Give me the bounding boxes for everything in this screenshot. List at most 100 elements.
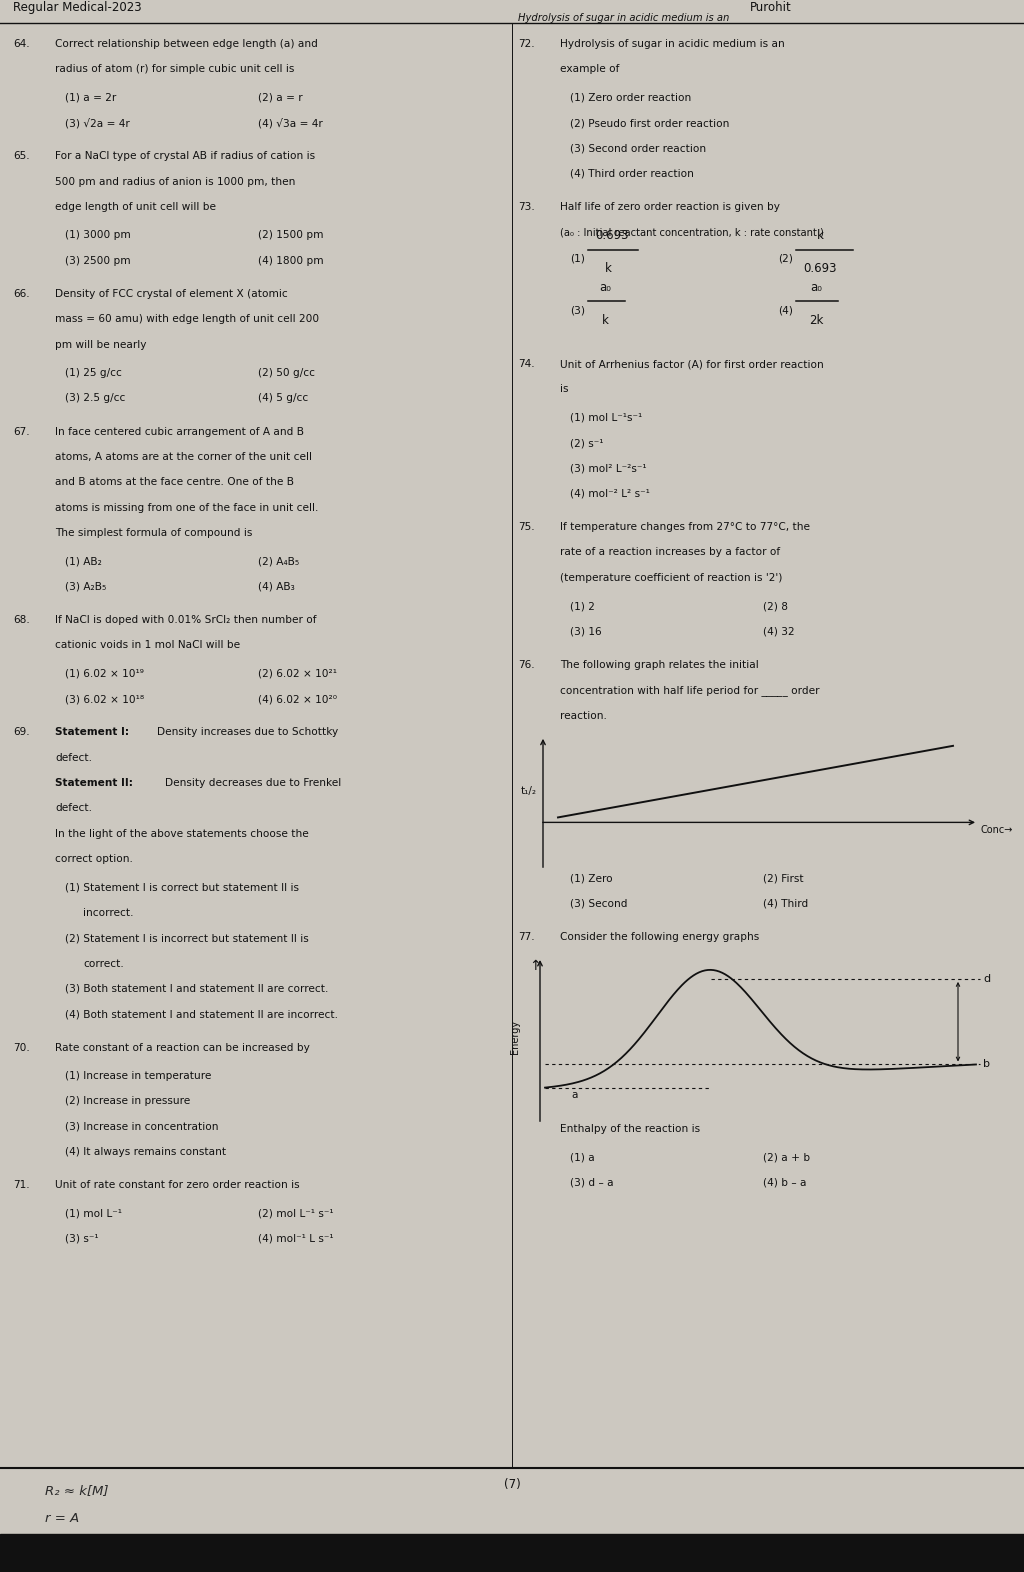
Text: (2) 8: (2) 8	[763, 601, 788, 612]
Text: rate of a reaction increases by a factor of: rate of a reaction increases by a factor…	[560, 547, 780, 558]
Text: mass = 60 amu) with edge length of unit cell 200: mass = 60 amu) with edge length of unit …	[55, 314, 319, 324]
Text: Hydrolysis of sugar in acidic medium is an: Hydrolysis of sugar in acidic medium is …	[560, 39, 784, 49]
Text: and B atoms at the face centre. One of the B: and B atoms at the face centre. One of t…	[55, 478, 294, 487]
Text: (4) It always remains constant: (4) It always remains constant	[65, 1148, 226, 1157]
Text: (2) Statement I is incorrect but statement II is: (2) Statement I is incorrect but stateme…	[65, 934, 309, 943]
Text: concentration with half life period for _____ order: concentration with half life period for …	[560, 685, 819, 696]
Text: (3) √2a = 4r: (3) √2a = 4r	[65, 118, 130, 129]
Text: In the light of the above statements choose the: In the light of the above statements cho…	[55, 828, 309, 839]
Text: (3) Second order reaction: (3) Second order reaction	[570, 143, 707, 154]
Text: (2): (2)	[778, 253, 793, 264]
Text: (1) 25 g/cc: (1) 25 g/cc	[65, 368, 122, 377]
Text: 66.: 66.	[13, 289, 30, 299]
Text: Half life of zero order reaction is given by: Half life of zero order reaction is give…	[560, 203, 780, 212]
Text: 75.: 75.	[518, 522, 535, 533]
Text: cationic voids in 1 mol NaCl will be: cationic voids in 1 mol NaCl will be	[55, 640, 240, 651]
Text: example of: example of	[560, 64, 620, 74]
Text: (2) Increase in pressure: (2) Increase in pressure	[65, 1096, 190, 1107]
Text: Statement I:: Statement I:	[55, 728, 129, 737]
Text: (2) a = r: (2) a = r	[258, 93, 303, 102]
Text: edge length of unit cell will be: edge length of unit cell will be	[55, 203, 216, 212]
Text: (1) a: (1) a	[570, 1152, 595, 1162]
Text: (1) Zero order reaction: (1) Zero order reaction	[570, 93, 691, 102]
Text: Consider the following energy graphs: Consider the following energy graphs	[560, 932, 759, 942]
Text: 68.: 68.	[13, 615, 30, 626]
Text: Unit of rate constant for zero order reaction is: Unit of rate constant for zero order rea…	[55, 1181, 300, 1190]
Text: 69.: 69.	[13, 728, 30, 737]
Text: b: b	[983, 1060, 990, 1069]
Text: (4) √3a = 4r: (4) √3a = 4r	[258, 118, 323, 129]
Text: (2) s⁻¹: (2) s⁻¹	[570, 439, 603, 448]
Text: 0.693: 0.693	[595, 230, 629, 242]
Text: (a₀ : Initial reactant concentration, k : rate constant ): (a₀ : Initial reactant concentration, k …	[560, 228, 824, 237]
Text: atoms, A atoms are at the corner of the unit cell: atoms, A atoms are at the corner of the …	[55, 453, 312, 462]
Text: incorrect.: incorrect.	[83, 909, 133, 918]
Text: 500 pm and radius of anion is 1000 pm, then: 500 pm and radius of anion is 1000 pm, t…	[55, 176, 295, 187]
Text: k: k	[816, 230, 823, 242]
Text: (3) s⁻¹: (3) s⁻¹	[65, 1234, 98, 1243]
Text: If temperature changes from 27°C to 77°C, the: If temperature changes from 27°C to 77°C…	[560, 522, 810, 533]
Text: (4) 5 g/cc: (4) 5 g/cc	[258, 393, 308, 404]
Text: Statement II:: Statement II:	[55, 778, 133, 788]
Text: (3): (3)	[570, 305, 585, 316]
Text: (3) mol² L⁻²s⁻¹: (3) mol² L⁻²s⁻¹	[570, 464, 646, 473]
Text: (1) Increase in temperature: (1) Increase in temperature	[65, 1071, 211, 1082]
Text: (1) Zero: (1) Zero	[570, 872, 612, 883]
Text: (1) mol L⁻¹: (1) mol L⁻¹	[65, 1209, 122, 1218]
Text: In face centered cubic arrangement of A and B: In face centered cubic arrangement of A …	[55, 426, 304, 437]
Text: (1) Statement I is correct but statement II is: (1) Statement I is correct but statement…	[65, 882, 299, 893]
Text: (4) b – a: (4) b – a	[763, 1177, 807, 1188]
Text: (1): (1)	[570, 253, 585, 264]
Text: R₂ ≈ k[M]: R₂ ≈ k[M]	[45, 1484, 109, 1498]
Text: 67.: 67.	[13, 426, 30, 437]
Text: k: k	[604, 263, 611, 275]
Text: Conc→: Conc→	[980, 825, 1013, 835]
Text: Unit of Arrhenius factor (A) for first order reaction: Unit of Arrhenius factor (A) for first o…	[560, 358, 823, 369]
Text: 73.: 73.	[518, 203, 535, 212]
Text: (3) 16: (3) 16	[570, 627, 602, 637]
Text: 72.: 72.	[518, 39, 535, 49]
Text: a₀: a₀	[599, 281, 611, 294]
Text: Regular Medical-2023: Regular Medical-2023	[13, 2, 141, 14]
Text: r = A: r = A	[45, 1512, 79, 1525]
Text: Density decreases due to Frenkel: Density decreases due to Frenkel	[165, 778, 341, 788]
Text: 64.: 64.	[13, 39, 30, 49]
Text: (2) 1500 pm: (2) 1500 pm	[258, 231, 324, 241]
Text: (3) A₂B₅: (3) A₂B₅	[65, 582, 106, 591]
Text: a: a	[571, 1091, 579, 1100]
Text: 77.: 77.	[518, 932, 535, 942]
Text: pm will be nearly: pm will be nearly	[55, 340, 146, 349]
Text: (4) Both statement I and statement II are incorrect.: (4) Both statement I and statement II ar…	[65, 1009, 338, 1019]
Text: (3) d – a: (3) d – a	[570, 1177, 613, 1188]
Text: 74.: 74.	[518, 358, 535, 369]
Text: (3) 2.5 g/cc: (3) 2.5 g/cc	[65, 393, 125, 404]
Text: 2k: 2k	[809, 314, 823, 327]
Text: (2) Pseudo first order reaction: (2) Pseudo first order reaction	[570, 118, 729, 127]
Text: (1) 2: (1) 2	[570, 601, 595, 612]
Text: ↑: ↑	[529, 959, 541, 973]
Text: defect.: defect.	[55, 753, 92, 762]
Text: radius of atom (r) for simple cubic unit cell is: radius of atom (r) for simple cubic unit…	[55, 64, 294, 74]
Text: (1) mol L⁻¹s⁻¹: (1) mol L⁻¹s⁻¹	[570, 413, 642, 423]
Text: d: d	[983, 975, 990, 984]
Text: (4) 1800 pm: (4) 1800 pm	[258, 256, 324, 266]
Text: Enthalpy of the reaction is: Enthalpy of the reaction is	[560, 1124, 700, 1133]
Text: (3) Second: (3) Second	[570, 899, 628, 909]
Text: (temperature coefficient of reaction is '2'): (temperature coefficient of reaction is …	[560, 572, 782, 583]
Text: 70.: 70.	[13, 1042, 30, 1053]
Text: Purohit: Purohit	[750, 2, 792, 14]
Text: correct option.: correct option.	[55, 854, 133, 865]
Text: (3) Increase in concentration: (3) Increase in concentration	[65, 1122, 218, 1132]
Text: correct.: correct.	[83, 959, 124, 968]
Text: Density increases due to Schottky: Density increases due to Schottky	[157, 728, 338, 737]
Text: (4) mol⁻² L² s⁻¹: (4) mol⁻² L² s⁻¹	[570, 489, 650, 498]
Text: (1) AB₂: (1) AB₂	[65, 556, 101, 566]
Text: If NaCl is doped with 0.01% SrCl₂ then number of: If NaCl is doped with 0.01% SrCl₂ then n…	[55, 615, 316, 626]
Text: a₀: a₀	[810, 281, 822, 294]
Text: 76.: 76.	[518, 660, 535, 670]
Text: (3) 2500 pm: (3) 2500 pm	[65, 256, 131, 266]
Text: (4): (4)	[778, 305, 793, 316]
Text: 0.693: 0.693	[803, 263, 837, 275]
Text: Density of FCC crystal of element X (atomic: Density of FCC crystal of element X (ato…	[55, 289, 288, 299]
Text: reaction.: reaction.	[560, 711, 607, 720]
